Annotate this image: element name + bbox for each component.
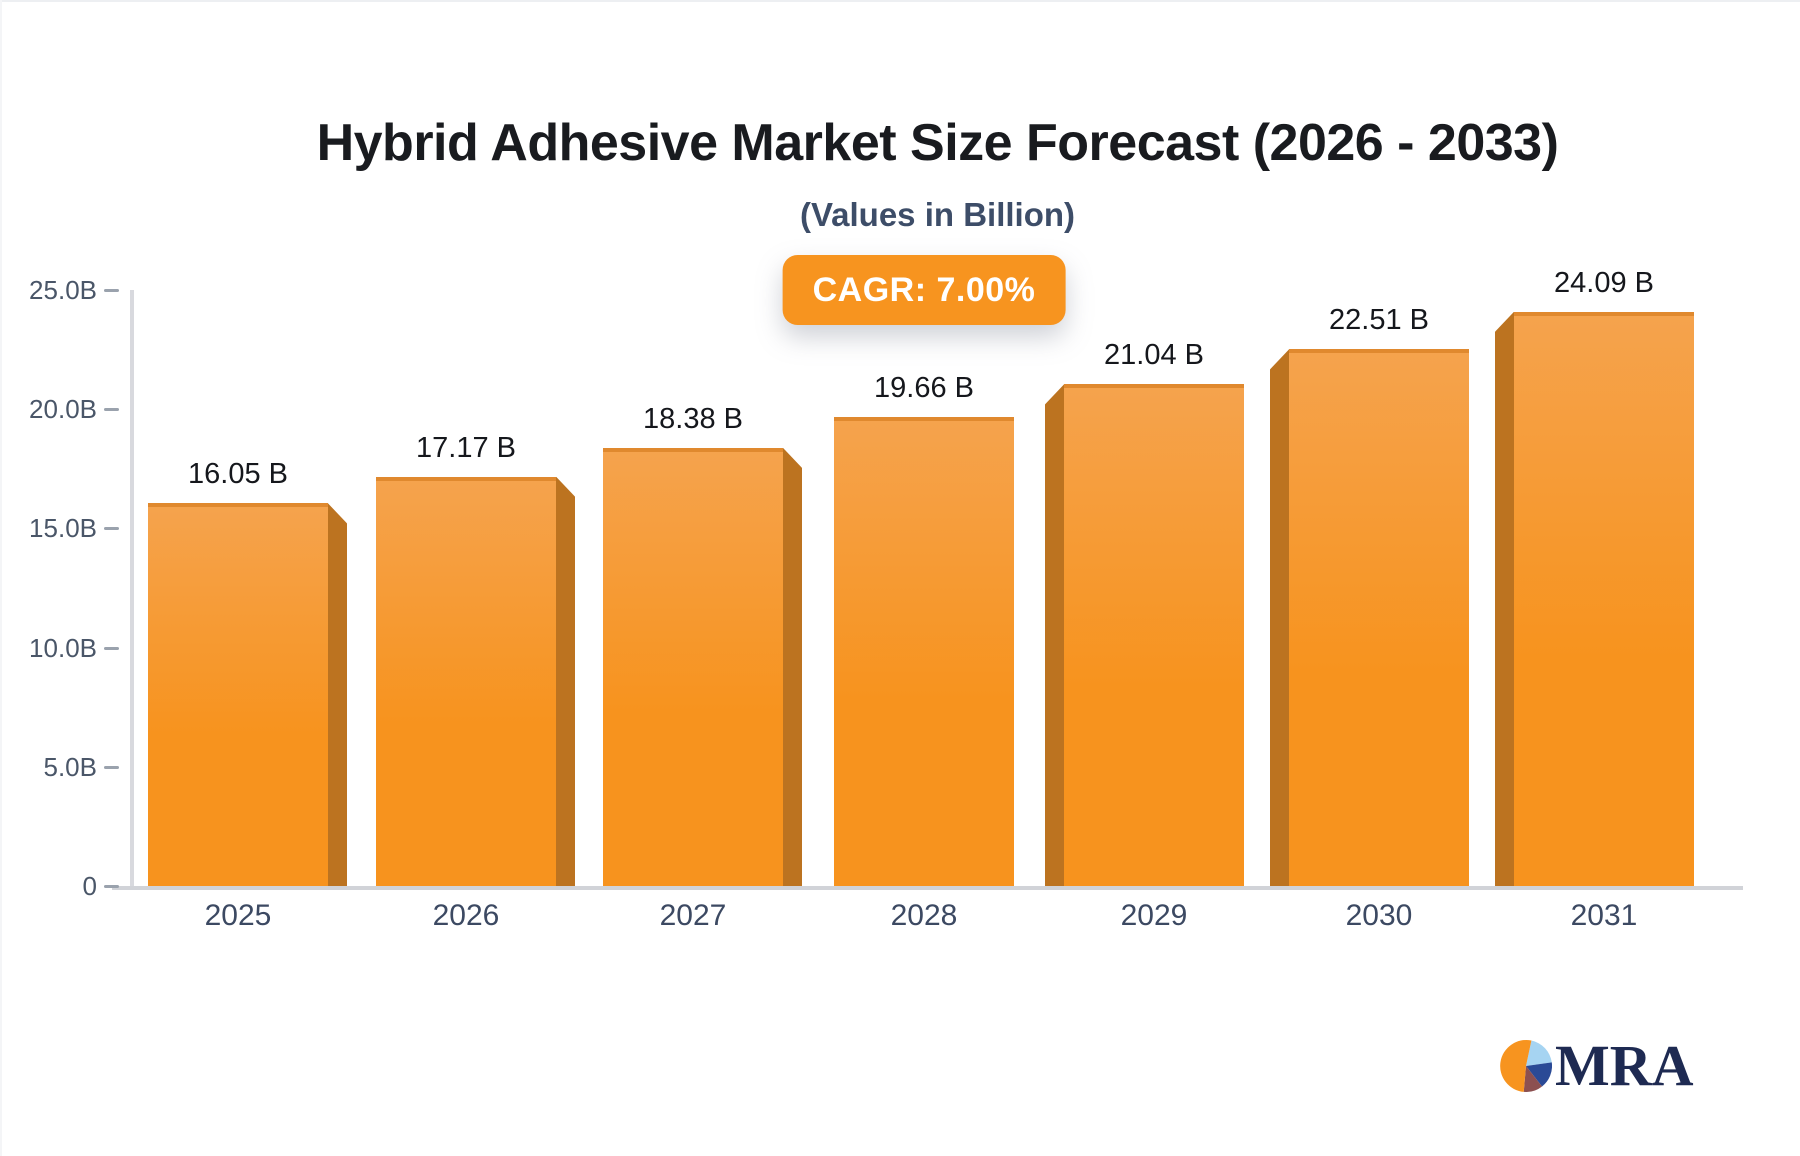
bar-value-label: 24.09 B	[1554, 266, 1654, 299]
bar-value-label: 18.38 B	[643, 402, 743, 435]
bar-2028	[834, 417, 1014, 886]
bar-3d-side	[783, 447, 802, 886]
y-tick-mark	[104, 408, 119, 412]
x-axis-category-label: 2026	[432, 899, 500, 932]
bar-value-label: 16.05 B	[188, 458, 288, 491]
bar-2027	[603, 447, 783, 886]
x-axis-category-label: 2025	[204, 899, 272, 932]
bar-3d-side	[556, 476, 575, 886]
page-edge-left	[0, 0, 2, 1156]
bar-2030	[1289, 349, 1469, 886]
x-axis-category-label: 2030	[1345, 899, 1413, 932]
y-tick-mark	[104, 765, 119, 769]
y-tick-label: 25.0B	[29, 275, 97, 305]
bar-3d-side	[1495, 311, 1514, 886]
x-axis-category-label: 2027	[659, 899, 727, 932]
y-tick-label: 0	[82, 871, 97, 901]
y-tick-mark	[104, 289, 119, 292]
y-tick-mark	[104, 885, 119, 888]
page-edge-top	[0, 0, 1800, 2]
bar-3d-side	[1270, 349, 1289, 886]
bar-value-label: 17.17 B	[416, 431, 516, 464]
y-tick-mark	[104, 646, 119, 650]
bar-2031	[1514, 311, 1694, 886]
bar-value-label: 21.04 B	[1104, 339, 1204, 372]
y-axis-line	[130, 290, 134, 886]
chart-title: Hybrid Adhesive Market Size Forecast (20…	[316, 114, 1559, 172]
bar-2026	[376, 476, 556, 886]
y-tick-label: 20.0B	[29, 394, 97, 425]
mra-logo: MRA	[1500, 1036, 1694, 1096]
y-tick-label: 15.0B	[29, 513, 97, 544]
x-axis-category-label: 2031	[1570, 899, 1638, 932]
bar-value-label: 19.66 B	[874, 372, 974, 405]
y-tick-label: 5.0B	[43, 751, 98, 782]
x-axis-category-label: 2029	[1120, 899, 1188, 932]
bar-2025	[148, 503, 328, 886]
bar-3d-side	[1045, 384, 1064, 886]
bar-3d-side	[328, 503, 347, 886]
y-tick-mark	[104, 527, 119, 531]
x-axis-category-label: 2028	[890, 899, 958, 932]
x-axis-baseline	[112, 886, 1743, 890]
mra-logo-text: MRA	[1555, 1033, 1694, 1098]
chart-subtitle: (Values in Billion)	[799, 196, 1076, 233]
y-tick-label: 10.0B	[29, 632, 97, 663]
cagr-badge: CAGR: 7.00%	[782, 255, 1066, 325]
bar-2029	[1064, 384, 1244, 886]
bar-value-label: 22.51 B	[1329, 304, 1429, 337]
pie-chart-logo-icon	[1500, 1040, 1552, 1092]
